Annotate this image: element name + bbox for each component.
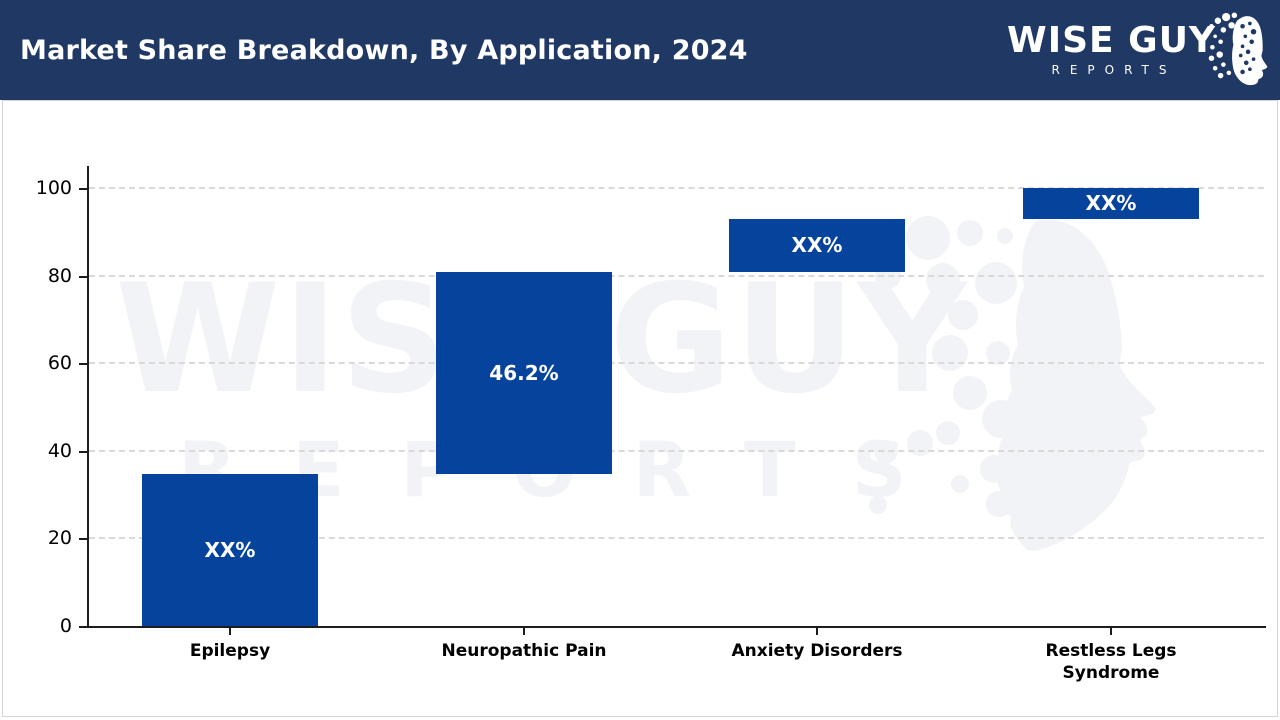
bar-value-label: 46.2%: [489, 361, 559, 385]
y-tick-mark: [79, 363, 87, 365]
bar-value-label: XX%: [791, 233, 843, 257]
y-tick-label: 0: [59, 615, 72, 637]
x-category-label: Epilepsy: [189, 641, 271, 661]
x-category-label: Anxiety Disorders: [731, 641, 903, 661]
wiseguy-logo: WISE GUY REPORTS: [1007, 9, 1270, 91]
x-category-label: Neuropathic Pain: [441, 641, 607, 661]
x-tick-mark: [523, 628, 525, 635]
gridline: [89, 187, 1264, 189]
x-tick-mark: [1110, 628, 1112, 635]
bar-value-label: XX%: [204, 538, 256, 562]
logo-face-icon: [1208, 12, 1268, 86]
y-tick-label: 20: [47, 527, 72, 549]
y-tick-label: 100: [35, 177, 72, 199]
x-axis-line: [86, 626, 1266, 628]
bar-segment: [1023, 188, 1199, 219]
header: Market Share Breakdown, By Application, …: [0, 0, 1280, 100]
x-tick-mark: [229, 628, 231, 635]
canvas-border: [2, 100, 1278, 717]
logo-wordmark: WISE GUY: [1006, 20, 1216, 61]
bar-segment: [142, 474, 318, 626]
x-tick-mark: [816, 628, 818, 635]
bar-segment: [729, 219, 905, 272]
gridline: [89, 537, 1264, 539]
bar-value-label: XX%: [1085, 191, 1137, 215]
gridline: [89, 362, 1264, 364]
y-tick-mark: [79, 276, 87, 278]
gridline: [89, 275, 1264, 277]
watermark-face-icon: [869, 216, 1156, 551]
y-axis-line: [87, 166, 89, 628]
y-tick-mark: [79, 538, 87, 540]
y-tick-mark: [79, 188, 87, 190]
gridline: [89, 450, 1264, 452]
page-title: Market Share Breakdown, By Application, …: [20, 34, 748, 66]
y-tick-mark: [79, 451, 87, 453]
x-category-label: Restless Legs Syndrome: [1045, 641, 1177, 683]
bar-segment: [436, 272, 612, 474]
y-tick-mark: [79, 626, 87, 628]
logo-text: WISE GUY REPORTS: [1006, 20, 1216, 78]
logo-subtitle: REPORTS: [1051, 63, 1177, 77]
y-tick-label: 60: [47, 352, 72, 374]
y-tick-label: 80: [47, 265, 72, 287]
y-tick-label: 40: [47, 440, 72, 462]
